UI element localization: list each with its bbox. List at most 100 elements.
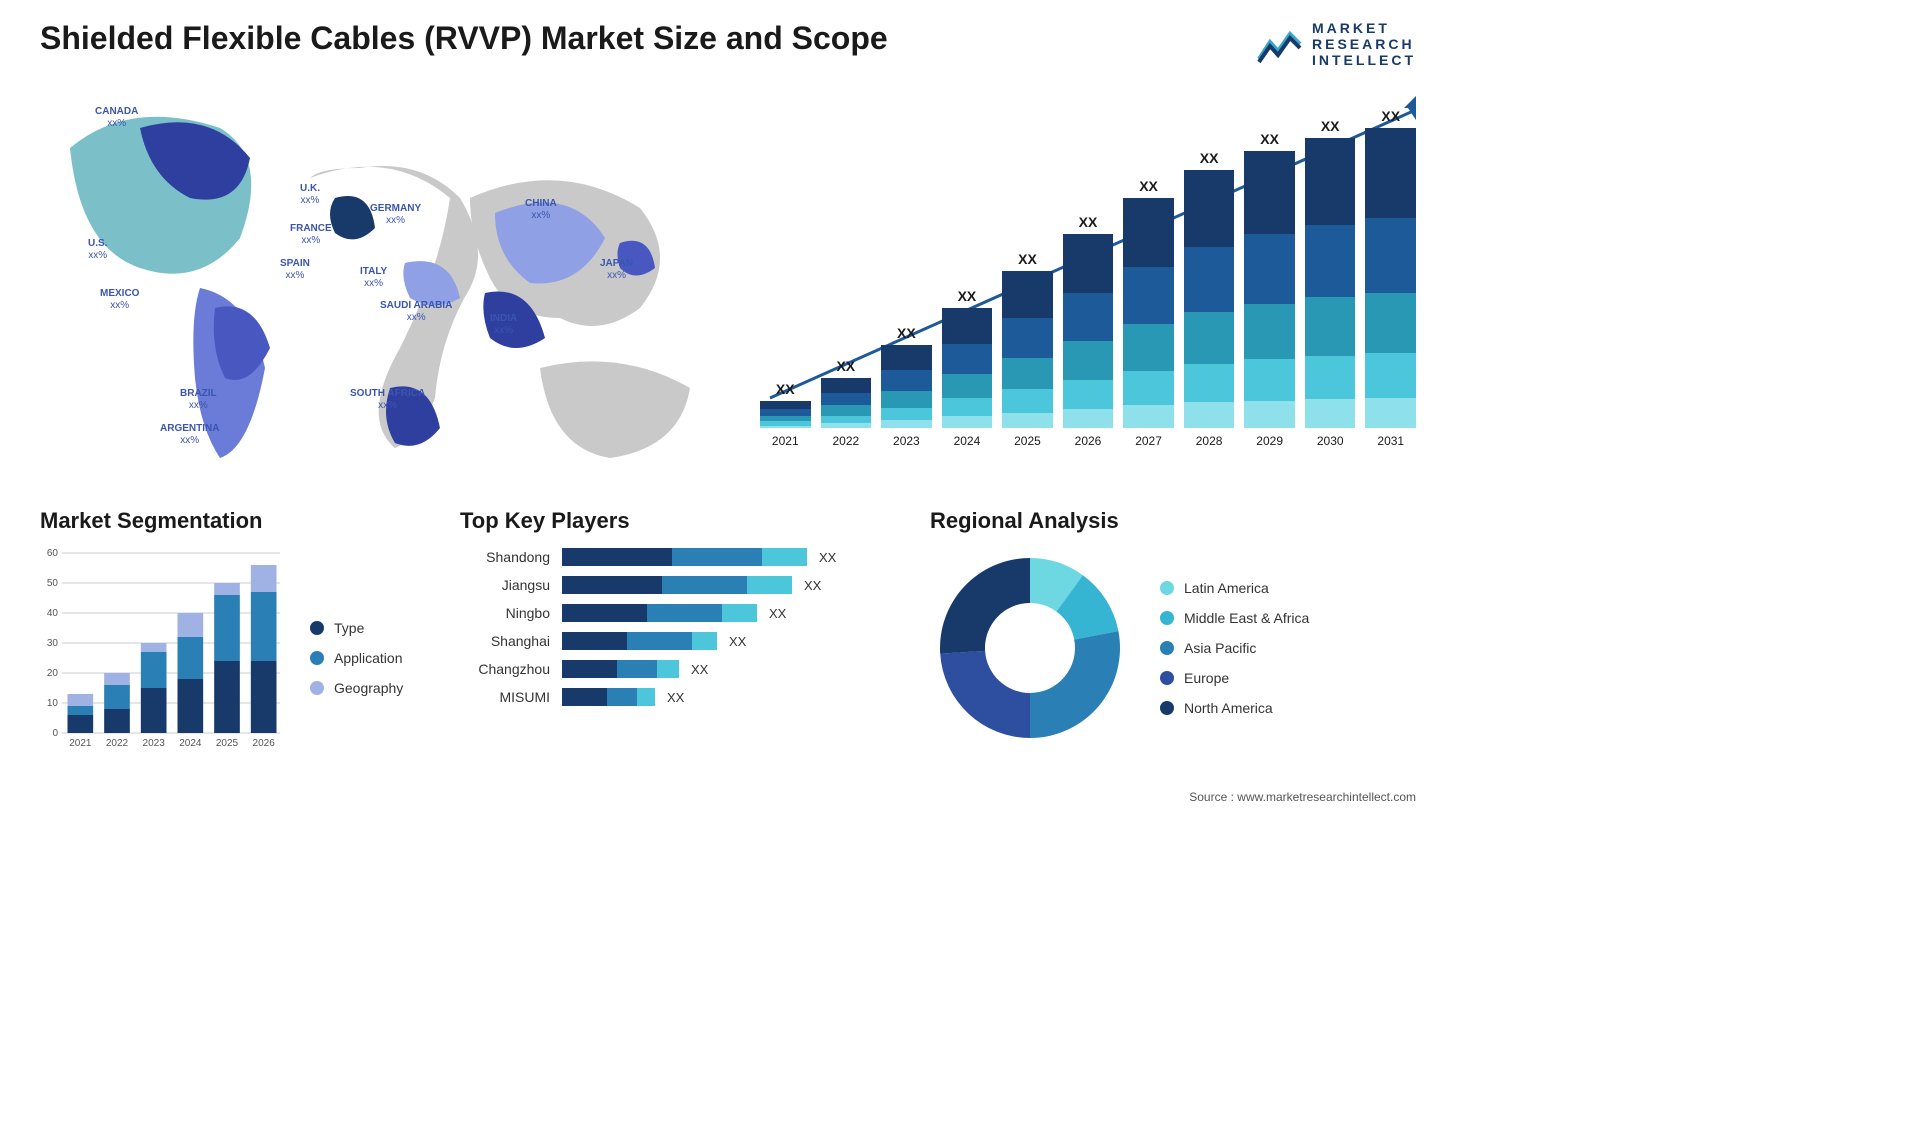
stacked-bar	[1365, 128, 1416, 428]
legend-item: Geography	[310, 680, 403, 696]
growth-bar-column: XX2021	[760, 381, 811, 449]
bar-value-label: XX	[1200, 150, 1219, 166]
stacked-bar	[1063, 234, 1114, 428]
growth-bar-column: XX 2029	[1244, 131, 1295, 448]
svg-text:2026: 2026	[253, 738, 276, 749]
legend-item: Type	[310, 620, 403, 636]
player-value: XX	[769, 606, 786, 621]
year-axis-label: 2030	[1317, 434, 1344, 448]
player-value: XX	[804, 578, 821, 593]
player-bar	[562, 548, 807, 566]
header: Shielded Flexible Cables (RVVP) Market S…	[40, 20, 1416, 68]
svg-text:50: 50	[47, 578, 59, 589]
year-axis-label: 2029	[1256, 434, 1283, 448]
player-bar	[562, 576, 792, 594]
growth-bar-column: XX 2028	[1184, 150, 1235, 448]
bar-value-label: XX	[1321, 118, 1340, 134]
year-axis-label: 2025	[1014, 434, 1041, 448]
upper-row: CANADAxx%U.S.xx%MEXICOxx%BRAZILxx%ARGENT…	[40, 88, 1416, 488]
svg-text:20: 20	[47, 668, 59, 679]
map-country-label: BRAZILxx%	[180, 388, 217, 411]
player-name: MISUMI	[460, 689, 550, 705]
segmentation-title: Market Segmentation	[40, 508, 420, 534]
player-row: MISUMI XX	[460, 688, 890, 706]
player-row: JiangsuXX	[460, 576, 890, 594]
players-list: ShandongXXJiangsuXXNingboXXShanghaiXXCha…	[460, 548, 890, 706]
map-country-label: GERMANYxx%	[370, 203, 421, 226]
market-growth-chart: XX2021XX2022XX2023XX2024XX2025XX2026XX20…	[760, 88, 1416, 478]
legend-item: Application	[310, 650, 403, 666]
world-map-panel: CANADAxx%U.S.xx%MEXICOxx%BRAZILxx%ARGENT…	[40, 88, 720, 478]
player-bar	[562, 604, 757, 622]
map-country-label: CANADAxx%	[95, 106, 138, 129]
legend-swatch-icon	[1160, 641, 1174, 655]
map-country-label: SPAINxx%	[280, 258, 310, 281]
lower-row: Market Segmentation 01020304050602021202…	[40, 508, 1416, 768]
player-value: XX	[729, 634, 746, 649]
map-country-label: CHINAxx%	[525, 198, 557, 221]
map-country-label: FRANCExx%	[290, 223, 332, 246]
year-axis-label: 2026	[1075, 434, 1102, 448]
map-country-label: ARGENTINAxx%	[160, 423, 219, 446]
legend-label: North America	[1184, 700, 1273, 716]
players-title: Top Key Players	[460, 508, 890, 534]
year-axis-label: 2028	[1196, 434, 1223, 448]
player-row: ShanghaiXX	[460, 632, 890, 650]
legend-swatch-icon	[1160, 611, 1174, 625]
svg-text:30: 30	[47, 638, 59, 649]
year-axis-label: 2022	[832, 434, 859, 448]
bar-value-label: XX	[1079, 214, 1098, 230]
segmentation-panel: Market Segmentation 01020304050602021202…	[40, 508, 420, 768]
stacked-bar	[1244, 151, 1295, 428]
regional-title: Regional Analysis	[930, 508, 1360, 534]
player-bar	[562, 632, 717, 650]
map-country-label: JAPANxx%	[600, 258, 633, 281]
stacked-bar	[1002, 271, 1053, 428]
player-value: XX	[691, 662, 708, 677]
svg-text:0: 0	[52, 728, 58, 739]
bar-value-label: XX	[836, 358, 855, 374]
legend-label: Asia Pacific	[1184, 640, 1256, 656]
page-title: Shielded Flexible Cables (RVVP) Market S…	[40, 20, 888, 57]
stacked-bar	[942, 308, 993, 428]
player-value: XX	[819, 550, 836, 565]
legend-item: Middle East & Africa	[1160, 610, 1309, 626]
stacked-bar	[1305, 138, 1356, 429]
stacked-bar	[1184, 170, 1235, 428]
growth-bar-column: XX 2030	[1305, 118, 1356, 449]
player-bar	[562, 660, 679, 678]
stacked-bar	[760, 401, 811, 429]
bar-value-label: XX	[1139, 178, 1158, 194]
legend-label: Middle East & Africa	[1184, 610, 1309, 626]
bar-value-label: XX	[1381, 108, 1400, 124]
svg-text:10: 10	[47, 698, 59, 709]
segmentation-chart: 0102030405060202120222023202420252026 Ty…	[40, 548, 420, 768]
growth-bar-column: XX2025	[1002, 251, 1053, 448]
logo-icon	[1256, 24, 1304, 64]
stacked-bar	[821, 378, 872, 429]
logo-line: RESEARCH	[1312, 36, 1416, 52]
brand-logo: MARKET RESEARCH INTELLECT	[1256, 20, 1416, 68]
svg-text:2024: 2024	[179, 738, 202, 749]
player-value: XX	[667, 690, 684, 705]
regional-donut	[930, 548, 1130, 748]
growth-bar-column: XX 2031	[1365, 108, 1416, 448]
map-country-label: ITALYxx%	[360, 266, 387, 289]
source-attribution: Source : www.marketresearchintellect.com	[1189, 790, 1416, 804]
legend-item: Europe	[1160, 670, 1309, 686]
player-name: Ningbo	[460, 605, 550, 621]
player-row: ShandongXX	[460, 548, 890, 566]
growth-bar-column: XX2023	[881, 325, 932, 448]
bar-value-label: XX	[1260, 131, 1279, 147]
legend-label: Europe	[1184, 670, 1229, 686]
bar-value-label: XX	[776, 381, 795, 397]
regional-panel: Regional Analysis Latin AmericaMiddle Ea…	[930, 508, 1360, 768]
growth-bars-group: XX2021XX2022XX2023XX2024XX2025XX2026XX20…	[760, 128, 1416, 448]
growth-bar-column: XX2027	[1123, 178, 1174, 449]
year-axis-label: 2031	[1377, 434, 1404, 448]
svg-text:60: 60	[47, 548, 59, 559]
growth-bar-column: XX 2022	[821, 358, 872, 449]
legend-item: North America	[1160, 700, 1309, 716]
year-axis-label: 2023	[893, 434, 920, 448]
logo-line: INTELLECT	[1312, 52, 1416, 68]
